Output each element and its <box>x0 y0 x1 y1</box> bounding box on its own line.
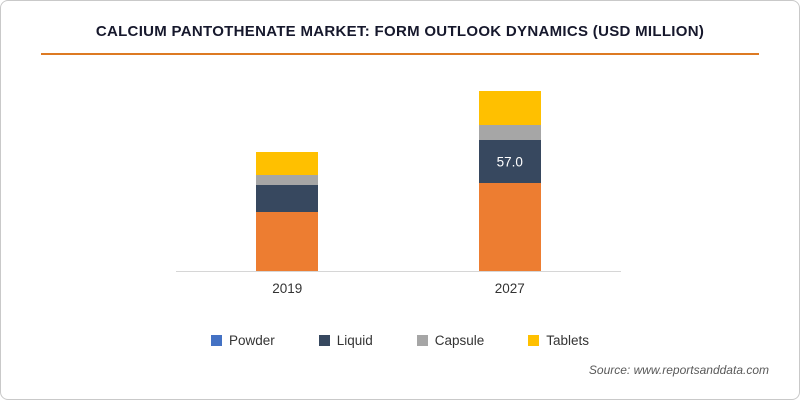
legend-label: Liquid <box>336 333 373 348</box>
chart-title: CALCIUM PANTOTHENATE MARKET: FORM OUTLOO… <box>95 23 705 40</box>
legend-label: Tablets <box>546 333 590 348</box>
x-axis-line <box>176 271 621 272</box>
source-note: Source: www.reportsanddata.com <box>588 363 769 377</box>
title-underline <box>41 53 759 55</box>
legend-item-liquid: Liquid <box>318 333 373 348</box>
bar-segment-capsule <box>478 124 541 140</box>
bar-segment-powder <box>256 212 319 271</box>
bar-segment-liquid <box>256 184 319 213</box>
legend-item-powder: Powder <box>210 333 275 348</box>
legend-label: Powder <box>228 333 275 348</box>
data-label: 57.0 <box>496 154 523 170</box>
legend-swatch <box>318 335 330 346</box>
bar-column-2019 <box>256 152 319 271</box>
legend: Powder Liquid Capsule Tablets <box>1 333 799 348</box>
legend-swatch <box>416 335 428 346</box>
bar-segment-liquid: 57.0 <box>478 139 541 184</box>
bars-row: 57.0 <box>176 91 621 271</box>
x-axis-label: 2027 <box>494 281 525 296</box>
legend-swatch <box>528 335 540 346</box>
bar-segment-powder <box>478 183 541 271</box>
bar-segment-tablets <box>478 91 541 125</box>
legend-label: Capsule <box>434 333 485 348</box>
bar-segment-tablets <box>256 152 319 175</box>
legend-swatch <box>210 335 222 346</box>
legend-item-capsule: Capsule <box>416 333 485 348</box>
x-axis-label: 2019 <box>272 281 303 296</box>
legend-item-tablets: Tablets <box>528 333 589 348</box>
x-axis-labels: 2019 2027 <box>176 281 621 296</box>
bar-segment-capsule <box>256 174 319 185</box>
bar-column-2027: 57.0 <box>478 91 541 271</box>
